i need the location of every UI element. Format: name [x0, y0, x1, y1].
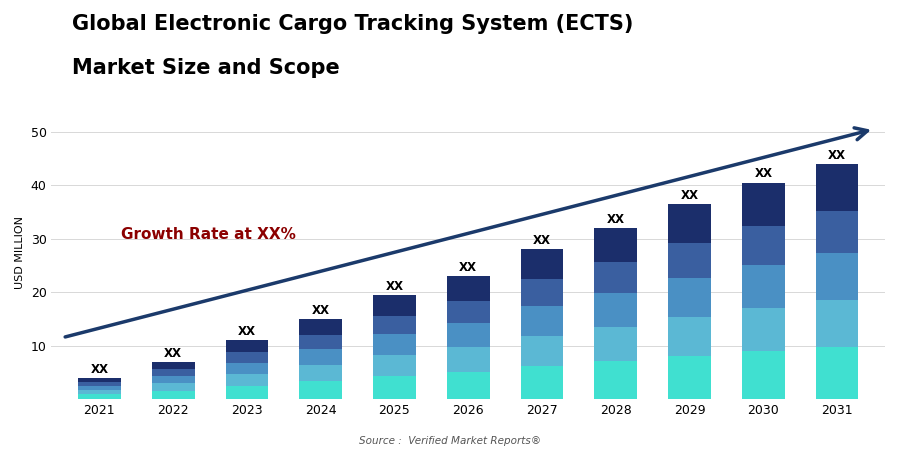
Bar: [594, 327, 637, 361]
Bar: [520, 249, 563, 279]
Text: XX: XX: [459, 261, 477, 274]
Bar: [152, 391, 194, 399]
Text: XX: XX: [164, 346, 182, 360]
Bar: [668, 278, 711, 317]
Text: Growth Rate at XX%: Growth Rate at XX%: [122, 227, 296, 242]
Bar: [815, 253, 859, 300]
Bar: [152, 376, 194, 383]
Text: XX: XX: [311, 304, 329, 317]
Bar: [300, 319, 342, 335]
Bar: [300, 382, 342, 399]
Bar: [300, 365, 342, 382]
Text: XX: XX: [828, 148, 846, 162]
Bar: [78, 382, 121, 386]
Text: Source :  Verified Market Reports®: Source : Verified Market Reports®: [359, 436, 541, 446]
Bar: [815, 300, 859, 347]
Text: XX: XX: [533, 234, 551, 247]
Bar: [152, 369, 194, 376]
Bar: [78, 386, 121, 390]
Bar: [742, 308, 785, 351]
Y-axis label: USD MILLION: USD MILLION: [15, 216, 25, 288]
Bar: [742, 351, 785, 399]
Bar: [520, 306, 563, 336]
Bar: [742, 183, 785, 226]
Bar: [594, 262, 637, 293]
Bar: [815, 347, 859, 399]
Bar: [594, 228, 637, 262]
Bar: [300, 335, 342, 349]
Text: Global Electronic Cargo Tracking System (ECTS): Global Electronic Cargo Tracking System …: [72, 14, 634, 33]
Bar: [742, 226, 785, 265]
Bar: [446, 347, 490, 372]
Bar: [668, 243, 711, 278]
Bar: [446, 372, 490, 399]
Bar: [668, 356, 711, 399]
Bar: [373, 316, 416, 334]
Text: XX: XX: [754, 167, 772, 180]
Bar: [152, 362, 194, 369]
Bar: [78, 378, 121, 382]
Bar: [226, 386, 268, 399]
Text: Market Size and Scope: Market Size and Scope: [72, 58, 340, 78]
Bar: [226, 340, 268, 352]
Bar: [226, 374, 268, 386]
Bar: [373, 356, 416, 376]
Bar: [373, 376, 416, 399]
Bar: [446, 276, 490, 301]
Bar: [520, 366, 563, 399]
Bar: [300, 349, 342, 365]
Bar: [446, 301, 490, 323]
Text: XX: XX: [680, 189, 698, 202]
Bar: [152, 383, 194, 391]
Bar: [226, 352, 268, 363]
Text: XX: XX: [238, 325, 256, 338]
Bar: [226, 363, 268, 374]
Bar: [668, 204, 711, 243]
Bar: [668, 317, 711, 356]
Text: XX: XX: [385, 280, 403, 292]
Bar: [594, 293, 637, 327]
Bar: [78, 390, 121, 395]
Text: XX: XX: [90, 363, 108, 376]
Bar: [520, 336, 563, 366]
Bar: [373, 334, 416, 356]
Bar: [594, 361, 637, 399]
Bar: [78, 395, 121, 399]
Bar: [742, 265, 785, 308]
Bar: [446, 323, 490, 347]
Bar: [815, 211, 859, 253]
Bar: [520, 279, 563, 306]
Bar: [815, 164, 859, 211]
Text: XX: XX: [607, 213, 625, 226]
Bar: [373, 295, 416, 316]
